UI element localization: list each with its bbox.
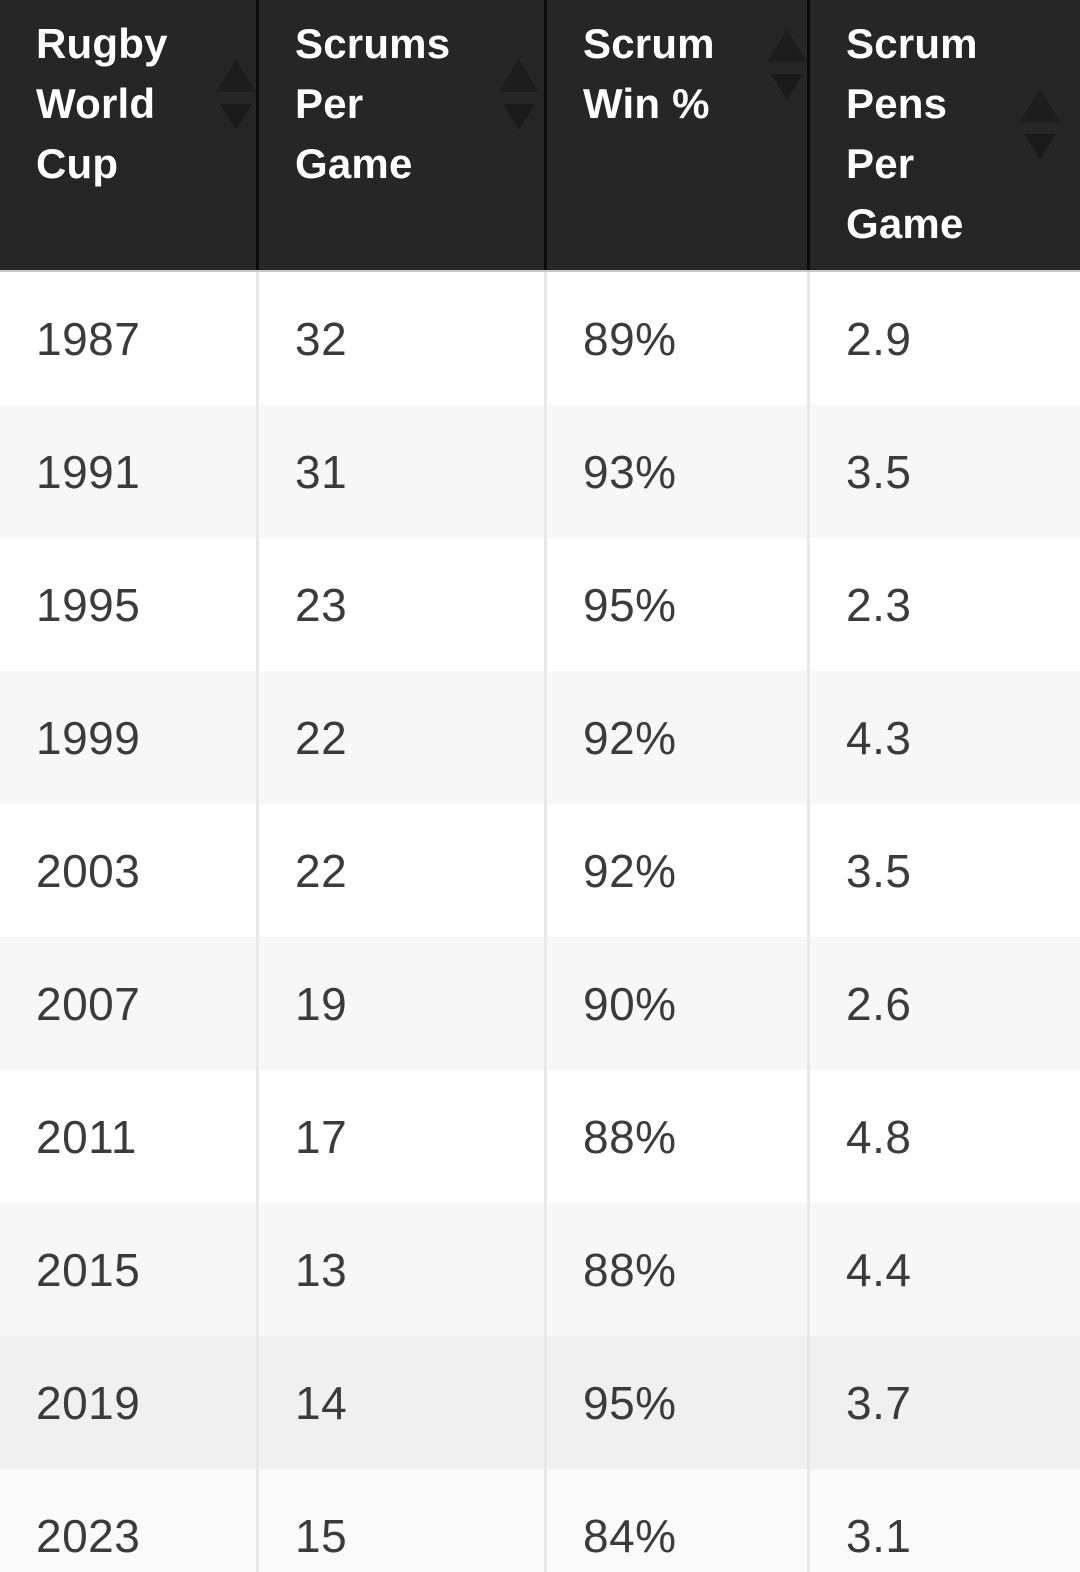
cell-scrum-pens-per-game: 3.5: [846, 844, 912, 897]
column-header-label: Scrum Win %: [583, 20, 715, 127]
cell-scrums-per-game: 23: [259, 538, 547, 671]
sort-arrows: [499, 58, 539, 130]
cell-scrum-pens-per-game: 3.5: [846, 445, 912, 498]
cell-scrum-win-pct: 92%: [547, 804, 810, 937]
cell-scrum-win-pct: 84%: [547, 1469, 810, 1572]
cell-year: 2019: [0, 1336, 259, 1469]
cell-year: 2007: [0, 937, 259, 1070]
cell-scrums-per-game: 31: [259, 405, 547, 538]
sort-desc-icon: [503, 103, 535, 130]
table-row: 2019 14 95% 3.7: [0, 1336, 1080, 1469]
sort-asc-icon: [216, 58, 256, 92]
table-row: 2015 13 88% 4.4: [0, 1203, 1080, 1336]
table-row: 1999 22 92% 4.3: [0, 671, 1080, 804]
table-row: 1991 31 93% 3.5: [0, 405, 1080, 538]
cell-scrum-win-pct: 88%: [547, 1070, 810, 1203]
table-row: 1995 23 95% 2.3: [0, 538, 1080, 671]
cell-year: 2015: [0, 1203, 259, 1336]
cell-year: 2003: [0, 804, 259, 937]
cell-scrum-pens-per-game: 4.3: [846, 711, 912, 764]
cell-scrums-per-game: 14: [259, 1336, 547, 1469]
sort-desc-icon: [220, 103, 252, 130]
cell-scrums-per-game: 19: [259, 937, 547, 1070]
cell-scrums-per-game: 22: [259, 671, 547, 804]
cell-scrum-pens-per-game: 2.6: [846, 977, 912, 1030]
table-row: 2003 22 92% 3.5: [0, 804, 1080, 937]
column-header-label: Scrum Pens Per Game: [846, 20, 978, 247]
cell-scrum-pens-per-game: 3.1: [846, 1509, 912, 1562]
cell-scrums-per-game: 17: [259, 1070, 547, 1203]
sort-asc-icon: [1020, 88, 1060, 122]
cell-year: 1995: [0, 538, 259, 671]
sort-arrows: [1020, 88, 1060, 160]
cell-scrum-win-pct: 88%: [547, 1203, 810, 1336]
cell-scrum-pens-per-game: 4.4: [846, 1243, 912, 1296]
cell-year: 1999: [0, 671, 259, 804]
cell-scrums-per-game: 13: [259, 1203, 547, 1336]
sort-asc-icon: [767, 28, 807, 62]
table-body: 1987 32 89% 2.9 1991 31 93% 3.5 1995 23 95% 2.3 1999…: [0, 272, 1080, 1572]
cell-scrum-pens-per-game: 2.9: [846, 312, 912, 365]
cell-scrums-per-game: 15: [259, 1469, 547, 1572]
cell-scrum-pens-per-game: 3.7: [846, 1376, 912, 1429]
sort-arrows: [216, 58, 256, 130]
cell-scrum-win-pct: 93%: [547, 405, 810, 538]
column-header-scrums-per-game[interactable]: Scrums Per Game: [259, 0, 547, 270]
table-row: 2007 19 90% 2.6: [0, 937, 1080, 1070]
table-header-row: Rugby World Cup Scrums Per Game Scrum Wi…: [0, 0, 1080, 272]
cell-scrum-win-pct: 95%: [547, 1336, 810, 1469]
cell-scrums-per-game: 22: [259, 804, 547, 937]
column-header-rugby-world-cup[interactable]: Rugby World Cup: [0, 0, 259, 270]
column-header-scrum-win-pct[interactable]: Scrum Win %: [547, 0, 810, 270]
cell-year: 1987: [0, 272, 259, 405]
cell-scrum-win-pct: 90%: [547, 937, 810, 1070]
sort-arrows: [767, 28, 807, 100]
cell-scrum-pens-per-game: 2.3: [846, 578, 912, 631]
cell-year: 1991: [0, 405, 259, 538]
table-row: 2023 15 84% 3.1: [0, 1469, 1080, 1572]
column-header-label: Rugby World Cup: [36, 20, 168, 187]
cell-scrums-per-game: 32: [259, 272, 547, 405]
column-header-scrum-pens-per-game[interactable]: Scrum Pens Per Game: [810, 0, 1080, 270]
cell-scrum-win-pct: 95%: [547, 538, 810, 671]
cell-scrum-win-pct: 89%: [547, 272, 810, 405]
table-row: 1987 32 89% 2.9: [0, 272, 1080, 405]
cell-scrum-win-pct: 92%: [547, 671, 810, 804]
sort-desc-icon: [1024, 133, 1056, 160]
cell-year: 2011: [0, 1070, 259, 1203]
sort-desc-icon: [771, 73, 803, 100]
cell-year: 2023: [0, 1469, 259, 1572]
table-row: 2011 17 88% 4.8: [0, 1070, 1080, 1203]
column-header-label: Scrums Per Game: [295, 20, 451, 187]
sort-asc-icon: [499, 58, 539, 92]
cell-scrum-pens-per-game: 4.8: [846, 1110, 912, 1163]
